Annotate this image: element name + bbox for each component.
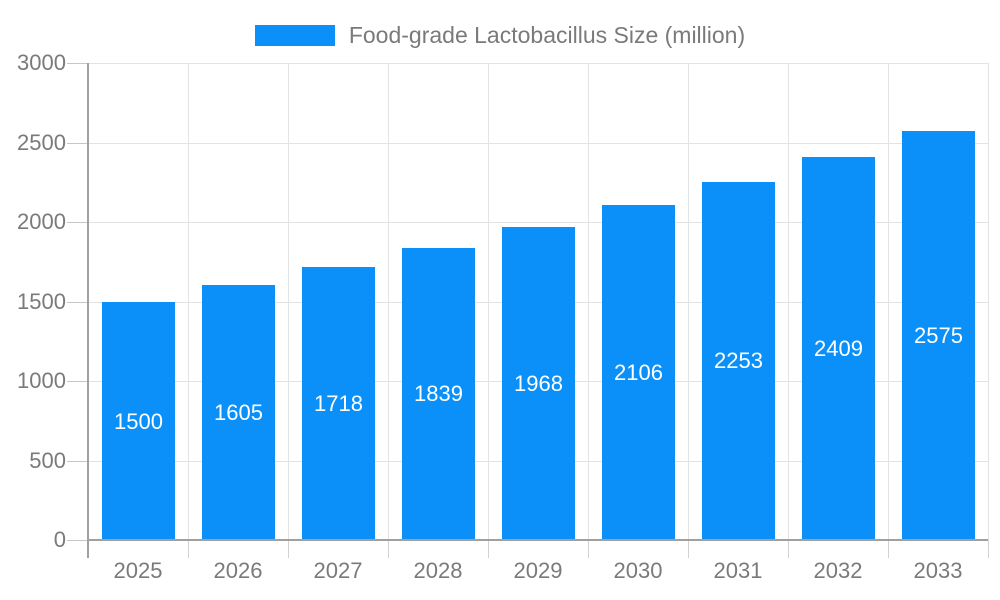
bar-value-label: 2253	[714, 348, 763, 373]
x-gridline	[688, 63, 689, 540]
x-gridline	[888, 63, 889, 540]
legend[interactable]: Food-grade Lactobacillus Size (million)	[0, 21, 1000, 49]
bar-value-label: 1605	[214, 399, 263, 425]
y-axis-line	[87, 63, 89, 558]
y-tick	[67, 461, 88, 462]
y-tick	[67, 63, 88, 64]
x-gridline	[988, 63, 989, 540]
y-axis-tick-label: 1500	[17, 289, 66, 314]
x-axis-tick-label: 2030	[613, 558, 663, 583]
bar-2032: 2409	[802, 157, 875, 540]
bar-value-label: 1718	[314, 390, 363, 416]
y-axis-tick-label: 2000	[17, 209, 66, 234]
x-axis-tick-label: 2028	[413, 558, 463, 583]
x-tick	[388, 540, 389, 558]
x-gridline	[788, 63, 789, 540]
bar-value-label: 2106	[614, 359, 663, 385]
x-tick	[588, 540, 589, 558]
bar-value-label: 2409	[814, 335, 863, 361]
x-tick	[688, 540, 689, 558]
x-axis-tick-label: 2031	[713, 558, 763, 583]
bar-2030: 2106	[602, 205, 675, 540]
bar-value-label: 1500	[114, 408, 163, 434]
y-gridline	[88, 63, 988, 64]
x-gridline	[588, 63, 589, 540]
x-tick	[288, 540, 289, 558]
x-axis-tick-label: 2026	[213, 558, 263, 583]
y-axis-tick-label: 2500	[17, 130, 66, 155]
y-tick	[67, 302, 88, 303]
y-tick	[67, 222, 88, 223]
legend-label: Food-grade Lactobacillus Size (million)	[348, 21, 746, 48]
bar-value-label: 1968	[514, 370, 563, 396]
x-axis-tick-label: 2033	[913, 558, 963, 583]
x-axis-line	[88, 539, 988, 541]
bar-value-label: 2575	[914, 322, 963, 348]
x-tick	[988, 540, 989, 558]
y-gridline	[88, 143, 988, 144]
x-tick	[788, 540, 789, 558]
bar-value-label: 1839	[414, 381, 463, 406]
legend-swatch-icon	[254, 24, 335, 46]
x-gridline	[188, 63, 189, 540]
x-tick	[488, 540, 489, 558]
x-axis-tick-label: 2027	[313, 558, 363, 583]
x-gridline	[488, 63, 489, 540]
y-gridline	[88, 222, 988, 223]
bar-2029: 1968	[502, 227, 575, 540]
x-axis-tick-label: 2032	[813, 558, 863, 583]
bar-2031: 2253	[702, 182, 775, 540]
y-axis-tick-label: 3000	[17, 50, 66, 75]
x-gridline	[288, 63, 289, 540]
y-axis-tick-label: 0	[53, 527, 66, 552]
x-tick	[188, 540, 189, 558]
x-tick	[888, 540, 889, 558]
x-axis-tick-label: 2029	[513, 558, 563, 583]
bar-2033: 2575	[902, 131, 975, 540]
bar-2025: 1500	[102, 302, 175, 541]
x-axis-tick-label: 2025	[113, 558, 163, 583]
bar-2028: 1839	[402, 248, 475, 540]
y-tick	[67, 381, 88, 382]
x-gridline	[388, 63, 389, 540]
y-axis-tick-label: 500	[29, 448, 66, 473]
y-tick	[67, 143, 88, 144]
y-axis-tick-label: 1000	[17, 368, 66, 393]
bar-2027: 1718	[302, 267, 375, 540]
y-tick	[67, 540, 88, 541]
bar-2026: 1605	[202, 285, 275, 540]
